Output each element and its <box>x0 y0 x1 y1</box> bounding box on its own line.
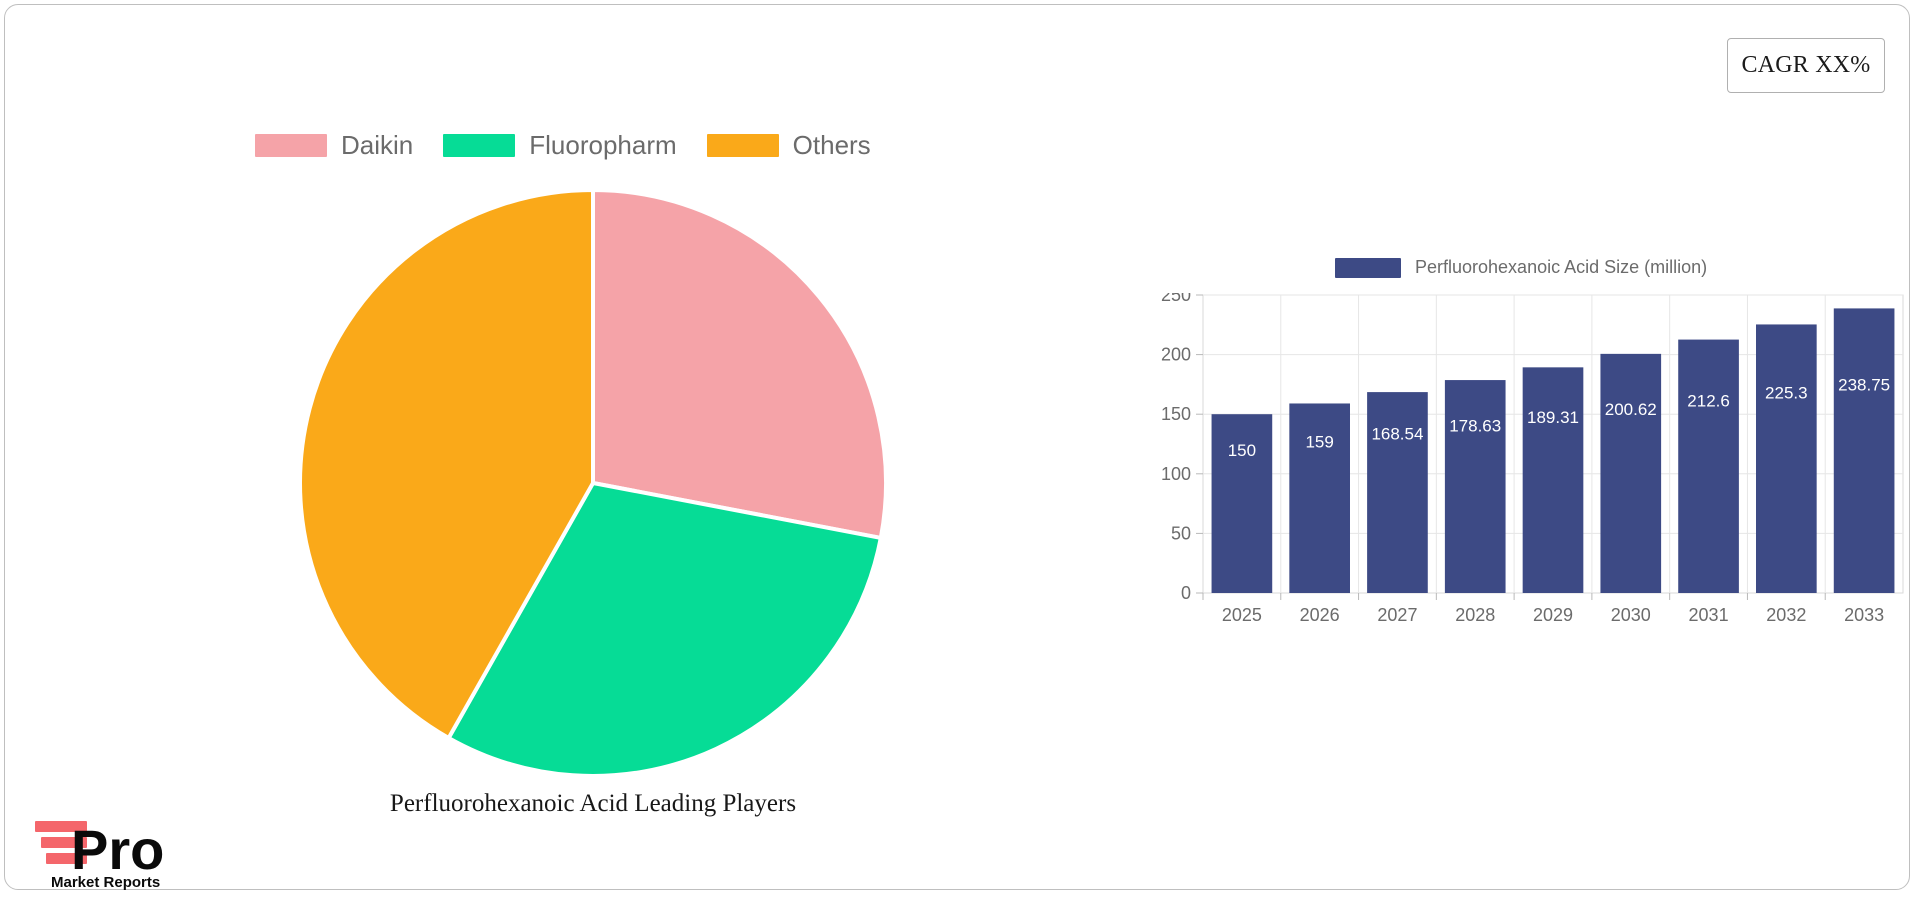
legend-item-daikin[interactable]: Daikin <box>255 130 413 161</box>
pie-slice-daikin[interactable] <box>591 189 887 541</box>
legend-swatch-icon <box>255 134 327 157</box>
x-axis-tick-label: 2025 <box>1222 605 1262 625</box>
y-axis-tick-label: 200 <box>1161 345 1191 365</box>
legend-swatch-icon <box>443 134 516 157</box>
pie-chart-legend: Daikin Fluoropharm Others <box>255 130 871 161</box>
pie-slice-fluoropharm[interactable] <box>445 480 884 777</box>
y-axis-tick-label: 150 <box>1161 404 1191 424</box>
bar-2029[interactable] <box>1522 367 1584 593</box>
x-axis-tick-label: 2028 <box>1455 605 1495 625</box>
logo-name: Pro <box>71 818 164 881</box>
bar-2025[interactable] <box>1211 414 1273 593</box>
x-axis-tick-label: 2031 <box>1689 605 1729 625</box>
pie-chart-title: Perfluorohexanoic Acid Leading Players <box>389 790 797 817</box>
x-axis-tick-label: 2033 <box>1844 605 1884 625</box>
logo-tagline: Market Reports <box>51 874 160 891</box>
bar-2027[interactable] <box>1367 392 1428 593</box>
logo-svg: Pro Market Reports <box>35 818 164 891</box>
x-axis-tick-label: 2032 <box>1766 605 1806 625</box>
legend-swatch-icon <box>706 134 779 157</box>
bar-2031[interactable] <box>1678 339 1739 593</box>
logo-speedlines-icon <box>35 821 87 864</box>
bar-value-label: 159 <box>1305 433 1333 452</box>
x-axis-tick-label: 2029 <box>1533 605 1573 625</box>
y-axis-tick-label: 100 <box>1161 464 1191 484</box>
pie-chart-svg <box>299 189 887 777</box>
bar-2030[interactable] <box>1600 353 1662 593</box>
pro-market-reports-logo: Pro Market Reports <box>29 817 179 893</box>
x-axis-tick-label: 2026 <box>1300 605 1340 625</box>
legend-swatch-icon <box>1335 257 1401 278</box>
bar-2033[interactable] <box>1833 308 1895 593</box>
legend-label: Others <box>792 130 871 160</box>
bar-value-label: 200.62 <box>1605 400 1657 419</box>
bar-chart-section: Perfluorohexanoic Acid Size (million) 15… <box>1145 245 1905 675</box>
bar-value-label: 189.31 <box>1527 408 1579 427</box>
y-axis-tick-label: 50 <box>1171 523 1191 543</box>
bar-2026[interactable] <box>1289 403 1350 593</box>
bar-value-label: 150 <box>1228 441 1256 460</box>
bar-2032[interactable] <box>1756 324 1817 593</box>
bar-chart-svg: 150 159 168.54 178.63 189.31 200.62 212.6 225.3… <box>1161 293 1904 625</box>
bar-chart-legend[interactable]: Perfluorohexanoic Acid Size (million) <box>1335 257 1707 278</box>
legend-label: Fluoropharm <box>529 130 677 160</box>
bar-value-label: 225.3 <box>1765 384 1808 403</box>
x-axis-tick-label: 2030 <box>1611 605 1651 625</box>
bar-value-label: 178.63 <box>1449 416 1501 435</box>
x-axis-tick-label: 2027 <box>1377 605 1417 625</box>
legend-item-others[interactable]: Others <box>706 130 871 161</box>
pie-chart <box>299 189 887 777</box>
legend-item-fluoropharm[interactable]: Fluoropharm <box>443 130 677 161</box>
bar-value-label: 168.54 <box>1371 425 1423 444</box>
bar-chart-plot: 150 159 168.54 178.63 189.31 200.62 212.6 225.3… <box>1145 293 1905 663</box>
cagr-badge: CAGR XX% <box>1727 38 1885 93</box>
bar-value-label: 212.6 <box>1687 392 1730 411</box>
bar-value-label: 238.75 <box>1838 375 1890 394</box>
legend-label: Daikin <box>341 130 414 160</box>
y-axis-tick-label: 250 <box>1161 293 1191 305</box>
pie-slice-others[interactable] <box>299 189 595 741</box>
report-panel: CAGR XX% Daikin Fluoropharm Others Perfl… <box>4 4 1910 893</box>
legend-label: Perfluorohexanoic Acid Size (million) <box>1415 257 1708 277</box>
y-axis-tick-label: 0 <box>1181 583 1191 603</box>
bar-2028[interactable] <box>1444 380 1506 593</box>
